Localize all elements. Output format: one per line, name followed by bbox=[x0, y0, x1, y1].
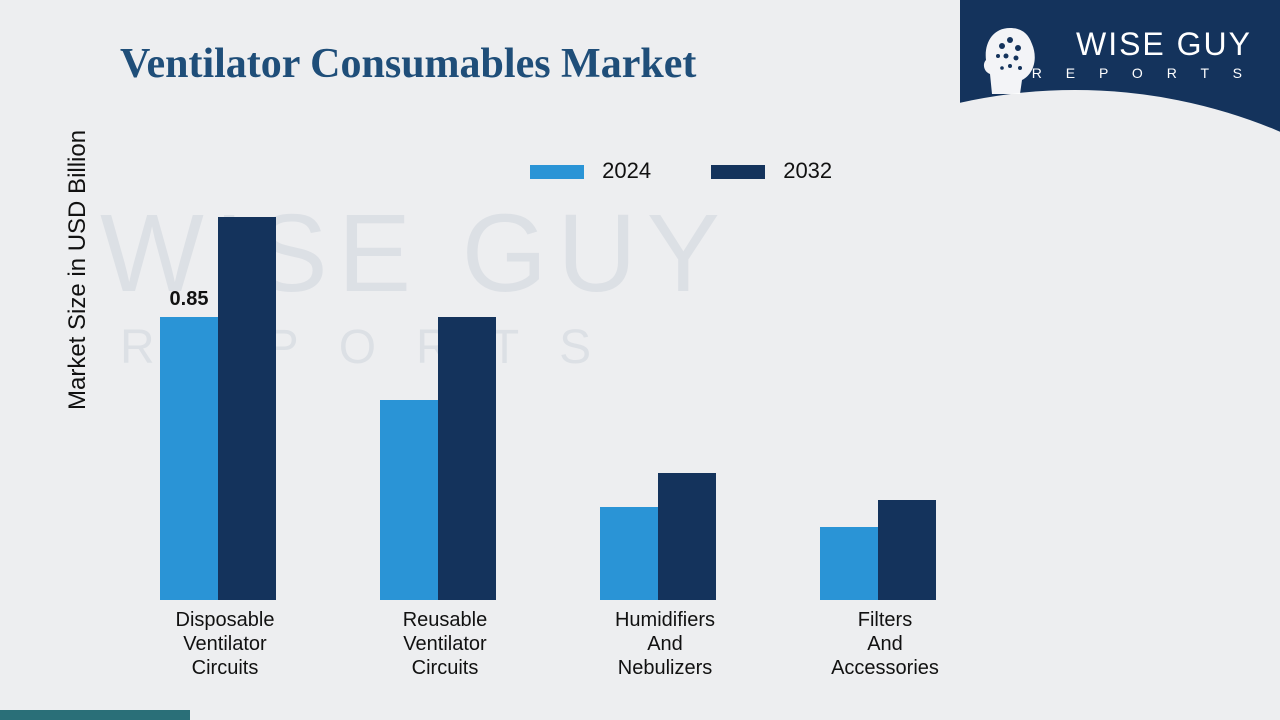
legend-item-2032: 2032 bbox=[711, 158, 832, 184]
bar-2032-0 bbox=[218, 217, 276, 600]
stage: Ventilator Consumables Market WISE GUY R… bbox=[0, 0, 1280, 720]
bar-2032-3 bbox=[878, 500, 936, 600]
brand-line2: R E P O R T S bbox=[1032, 65, 1252, 81]
legend: 2024 2032 bbox=[530, 158, 832, 184]
bar-2024-3 bbox=[820, 527, 878, 600]
brand-line1: WISE GUY bbox=[1032, 26, 1252, 63]
bar-chart: 0.85 bbox=[120, 200, 950, 600]
bar-2024-0 bbox=[160, 317, 218, 600]
legend-label-2024: 2024 bbox=[602, 158, 651, 183]
category-label-1: ReusableVentilatorCircuits bbox=[360, 608, 530, 680]
legend-item-2024: 2024 bbox=[530, 158, 651, 184]
brand-head-icon bbox=[980, 24, 1040, 102]
chart-title: Ventilator Consumables Market bbox=[120, 40, 696, 88]
y-axis-label: Market Size in USD Billion bbox=[64, 130, 92, 410]
bar-2024-1 bbox=[380, 400, 438, 600]
legend-label-2032: 2032 bbox=[783, 158, 832, 183]
bar-2032-1 bbox=[438, 317, 496, 600]
bar-2032-2 bbox=[658, 473, 716, 600]
bottom-accent-strip bbox=[0, 710, 190, 720]
category-label-2: HumidifiersAndNebulizers bbox=[580, 608, 750, 680]
legend-swatch-2024 bbox=[530, 165, 584, 179]
category-label-0: DisposableVentilatorCircuits bbox=[140, 608, 310, 680]
category-label-3: FiltersAndAccessories bbox=[800, 608, 970, 680]
brand-logo-text: WISE GUY R E P O R T S bbox=[1032, 26, 1252, 81]
legend-swatch-2032 bbox=[711, 165, 765, 179]
bar-value-label-0: 0.85 bbox=[134, 288, 244, 311]
bar-2024-2 bbox=[600, 507, 658, 600]
